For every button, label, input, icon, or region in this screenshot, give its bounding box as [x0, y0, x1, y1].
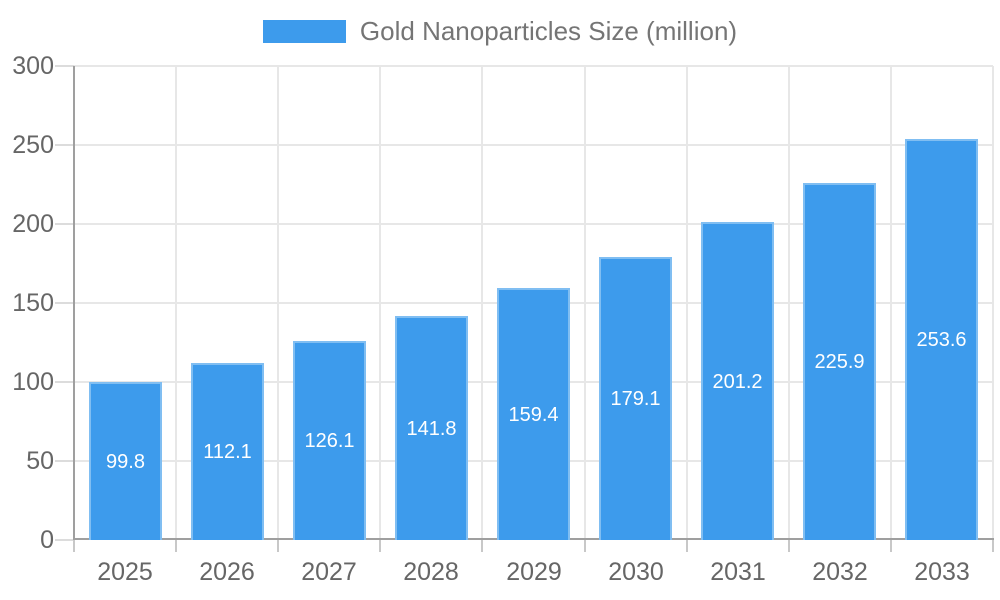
y-axis-tick [55, 539, 74, 541]
y-axis-tick [55, 65, 74, 67]
bar-2030[interactable]: 179.1 [599, 257, 672, 540]
bar-value-label: 112.1 [203, 441, 252, 463]
bar-2032[interactable]: 225.9 [803, 183, 876, 540]
bar-value-label: 225.9 [814, 351, 865, 373]
bar-2033[interactable]: 253.6 [905, 139, 978, 540]
x-axis-label-2027: 2027 [301, 558, 357, 586]
legend-color-swatch [262, 19, 346, 43]
x-gridline [277, 66, 279, 540]
y-axis-label: 300 [12, 52, 54, 80]
y-axis-label: 200 [12, 210, 54, 238]
y-axis-tick [55, 460, 74, 462]
x-axis-tick [788, 540, 790, 552]
x-axis-label-2032: 2032 [812, 558, 868, 586]
bar-2031[interactable]: 201.2 [701, 222, 774, 540]
x-gridline [379, 66, 381, 540]
x-gridline [584, 66, 586, 540]
bar-value-label: 179.1 [610, 388, 661, 410]
legend-label: Gold Nanoparticles Size (million) [359, 15, 738, 46]
x-axis-label-2031: 2031 [710, 558, 766, 586]
y-axis-label: 0 [40, 526, 54, 554]
y-gridline [74, 223, 993, 225]
bar-value-label: 99.8 [106, 450, 145, 473]
bar-2027[interactable]: 126.1 [293, 341, 366, 540]
x-axis-label-2025: 2025 [97, 558, 153, 586]
x-gridline [992, 66, 994, 540]
y-gridline [74, 144, 993, 146]
bar-2028[interactable]: 141.8 [395, 316, 468, 540]
x-axis-tick [584, 540, 586, 552]
y-axis-tick [55, 381, 74, 383]
y-axis-label: 50 [26, 447, 54, 475]
x-gridline [175, 66, 177, 540]
x-gridline [890, 66, 892, 540]
chart-legend[interactable]: Gold Nanoparticles Size (million) [0, 16, 1000, 46]
x-axis-label-2029: 2029 [506, 558, 562, 586]
bar-value-label: 253.6 [916, 329, 967, 351]
x-axis-tick [686, 540, 688, 552]
x-axis-tick [992, 540, 994, 552]
x-axis-label-2028: 2028 [403, 558, 459, 586]
bar-value-label: 141.8 [406, 417, 457, 440]
x-axis-tick [175, 540, 177, 552]
x-axis-tick [890, 540, 892, 552]
y-axis-label: 150 [12, 289, 54, 317]
y-axis-tick [55, 144, 74, 146]
y-axis-tick [55, 302, 74, 304]
bar-value-label: 159.4 [508, 403, 559, 426]
x-axis-tick [277, 540, 279, 552]
x-gridline [481, 66, 483, 540]
bar-value-label: 201.2 [712, 370, 763, 393]
x-gridline [686, 66, 688, 540]
x-axis-label-2026: 2026 [199, 558, 255, 586]
x-axis-tick [379, 540, 381, 552]
y-axis-label: 100 [12, 368, 54, 396]
bar-2029[interactable]: 159.4 [497, 288, 570, 540]
y-gridline [74, 65, 993, 67]
y-axis-tick [55, 223, 74, 225]
x-axis-label-2033: 2033 [914, 558, 970, 586]
x-axis-tick [73, 540, 75, 552]
y-axis-line [73, 66, 75, 540]
y-axis-label: 250 [12, 131, 54, 159]
x-axis-label-2030: 2030 [608, 558, 664, 586]
bar-value-label: 126.1 [304, 430, 355, 452]
bar-2026[interactable]: 112.1 [191, 363, 264, 540]
x-axis-tick [481, 540, 483, 552]
x-gridline [788, 66, 790, 540]
bar-2025[interactable]: 99.8 [89, 382, 162, 540]
